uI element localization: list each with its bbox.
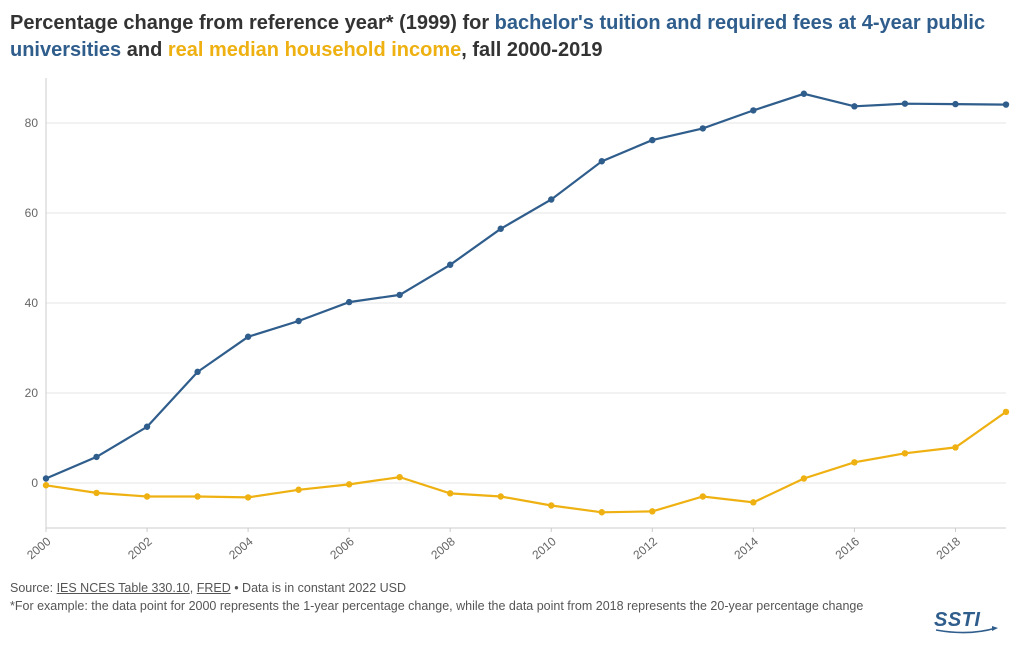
series-point-income: [93, 490, 99, 496]
series-point-income: [952, 444, 958, 450]
series-point-income: [700, 493, 706, 499]
series-point-income: [801, 475, 807, 481]
source-sep: ,: [190, 581, 197, 595]
series-point-tuition: [750, 107, 756, 113]
chart-svg: 0 20 40 60 80 2000 2002 2004 2006 2008 2010 2012 201…: [10, 68, 1010, 578]
series-point-income: [902, 450, 908, 456]
x-tick-label: 2012: [630, 534, 660, 562]
y-tick-label: 60: [25, 206, 39, 220]
y-tick-label: 40: [25, 296, 39, 310]
series-point-tuition: [851, 103, 857, 109]
series-point-tuition: [93, 454, 99, 460]
x-tick-label: 2002: [125, 534, 155, 562]
series-point-income: [649, 508, 655, 514]
series-point-income: [245, 494, 251, 500]
series-point-income: [851, 459, 857, 465]
series-point-tuition: [649, 137, 655, 143]
source-line: Source: IES NCES Table 330.10, FRED • Da…: [10, 580, 1010, 598]
series-point-tuition: [245, 334, 251, 340]
series-point-tuition: [952, 101, 958, 107]
x-tick-label: 2016: [833, 534, 863, 562]
chart-plot-area: 0 20 40 60 80 2000 2002 2004 2006 2008 2010 2012 201…: [10, 68, 1010, 578]
chart-title: Percentage change from reference year* (…: [10, 10, 1010, 64]
y-tick-label: 80: [25, 116, 39, 130]
series-point-tuition: [346, 299, 352, 305]
title-series2: real median household income: [168, 39, 461, 61]
series-point-tuition: [194, 369, 200, 375]
ssti-logo: SSTI: [934, 608, 1004, 634]
series-point-income: [43, 482, 49, 488]
series-point-income: [750, 499, 756, 505]
footnote: *For example: the data point for 2000 re…: [10, 598, 1010, 616]
source-suffix: • Data is in constant 2022 USD: [231, 581, 406, 595]
series-line-income: [46, 412, 1006, 512]
series-point-tuition: [43, 475, 49, 481]
series-point-income: [396, 474, 402, 480]
y-tick-label: 20: [25, 386, 39, 400]
series-point-tuition: [700, 125, 706, 131]
title-mid: and: [121, 39, 168, 61]
series-point-income: [548, 502, 554, 508]
source-link-nces[interactable]: IES NCES Table 330.10: [57, 581, 190, 595]
series-point-tuition: [599, 158, 605, 164]
series-point-tuition: [801, 91, 807, 97]
chart-container: Percentage change from reference year* (…: [0, 0, 1020, 650]
series-point-tuition: [1003, 101, 1009, 107]
series-line-tuition: [46, 94, 1006, 479]
series-point-income: [447, 490, 453, 496]
source-link-fred[interactable]: FRED: [197, 581, 231, 595]
x-tick-label: 2018: [934, 534, 964, 562]
source-prefix: Source:: [10, 581, 57, 595]
series-point-tuition: [295, 318, 301, 324]
series-point-income: [144, 493, 150, 499]
x-tick-label: 2006: [327, 534, 357, 562]
x-tick-label: 2014: [731, 534, 761, 562]
x-tick-label: 2008: [428, 534, 458, 562]
series-point-tuition: [498, 226, 504, 232]
series-point-income: [498, 493, 504, 499]
series-point-tuition: [902, 100, 908, 106]
series-point-tuition: [144, 424, 150, 430]
chart-footer: Source: IES NCES Table 330.10, FRED • Da…: [10, 580, 1010, 615]
series-point-income: [1003, 409, 1009, 415]
series-point-income: [599, 509, 605, 515]
x-tick-label: 2010: [529, 534, 559, 562]
y-tick-label: 0: [31, 476, 38, 490]
series-point-tuition: [396, 292, 402, 298]
series-point-income: [194, 493, 200, 499]
series-point-income: [295, 487, 301, 493]
series-point-income: [346, 481, 352, 487]
title-prefix: Percentage change from reference year* (…: [10, 12, 495, 34]
svg-text:SSTI: SSTI: [934, 609, 980, 631]
title-suffix: , fall 2000-2019: [461, 39, 602, 61]
series-point-tuition: [447, 262, 453, 268]
x-tick-label: 2004: [226, 534, 256, 562]
series-point-tuition: [548, 196, 554, 202]
x-tick-label: 2000: [24, 534, 54, 562]
